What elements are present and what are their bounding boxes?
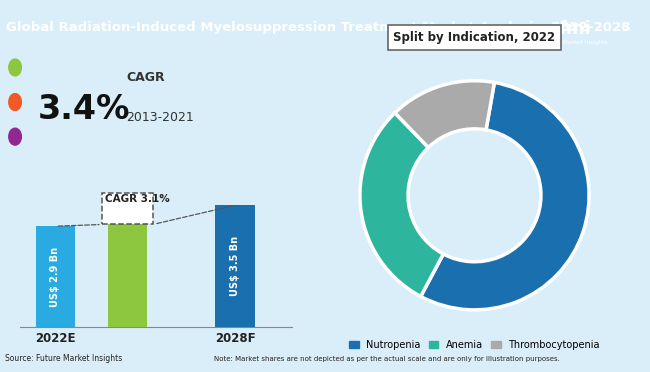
Text: CAGR: CAGR <box>127 71 165 84</box>
Text: fmi: fmi <box>558 20 592 38</box>
Circle shape <box>9 59 21 76</box>
Wedge shape <box>395 81 495 147</box>
Circle shape <box>9 94 21 110</box>
Text: Note: Market shares are not depicted as per the actual scale and are only for il: Note: Market shares are not depicted as … <box>214 356 560 362</box>
Title: Split by Indication, 2022: Split by Indication, 2022 <box>393 31 556 44</box>
FancyBboxPatch shape <box>102 193 153 224</box>
Text: Future Market Insights: Future Market Insights <box>542 40 608 45</box>
Bar <box>215 205 255 327</box>
Text: Source: Future Market Insights: Source: Future Market Insights <box>5 354 122 363</box>
Text: CAGR 3.1%: CAGR 3.1% <box>105 195 170 205</box>
Wedge shape <box>360 113 443 296</box>
Text: Global Radiation-Induced Myelosuppression Treatment Market Analysis, 2022-2028: Global Radiation-Induced Myelosuppressio… <box>6 21 630 34</box>
Text: US$ 3.5 Bn: US$ 3.5 Bn <box>230 236 240 296</box>
Bar <box>107 216 147 327</box>
Text: 3.4%: 3.4% <box>38 93 131 126</box>
Text: US$ 2.9 Bn: US$ 2.9 Bn <box>51 247 60 307</box>
Wedge shape <box>421 83 589 310</box>
Text: 2013-2021: 2013-2021 <box>127 111 194 124</box>
Circle shape <box>9 128 21 145</box>
Legend: Nutropenia, Anemia, Thrombocytopenia: Nutropenia, Anemia, Thrombocytopenia <box>345 336 604 354</box>
Bar <box>36 226 75 327</box>
